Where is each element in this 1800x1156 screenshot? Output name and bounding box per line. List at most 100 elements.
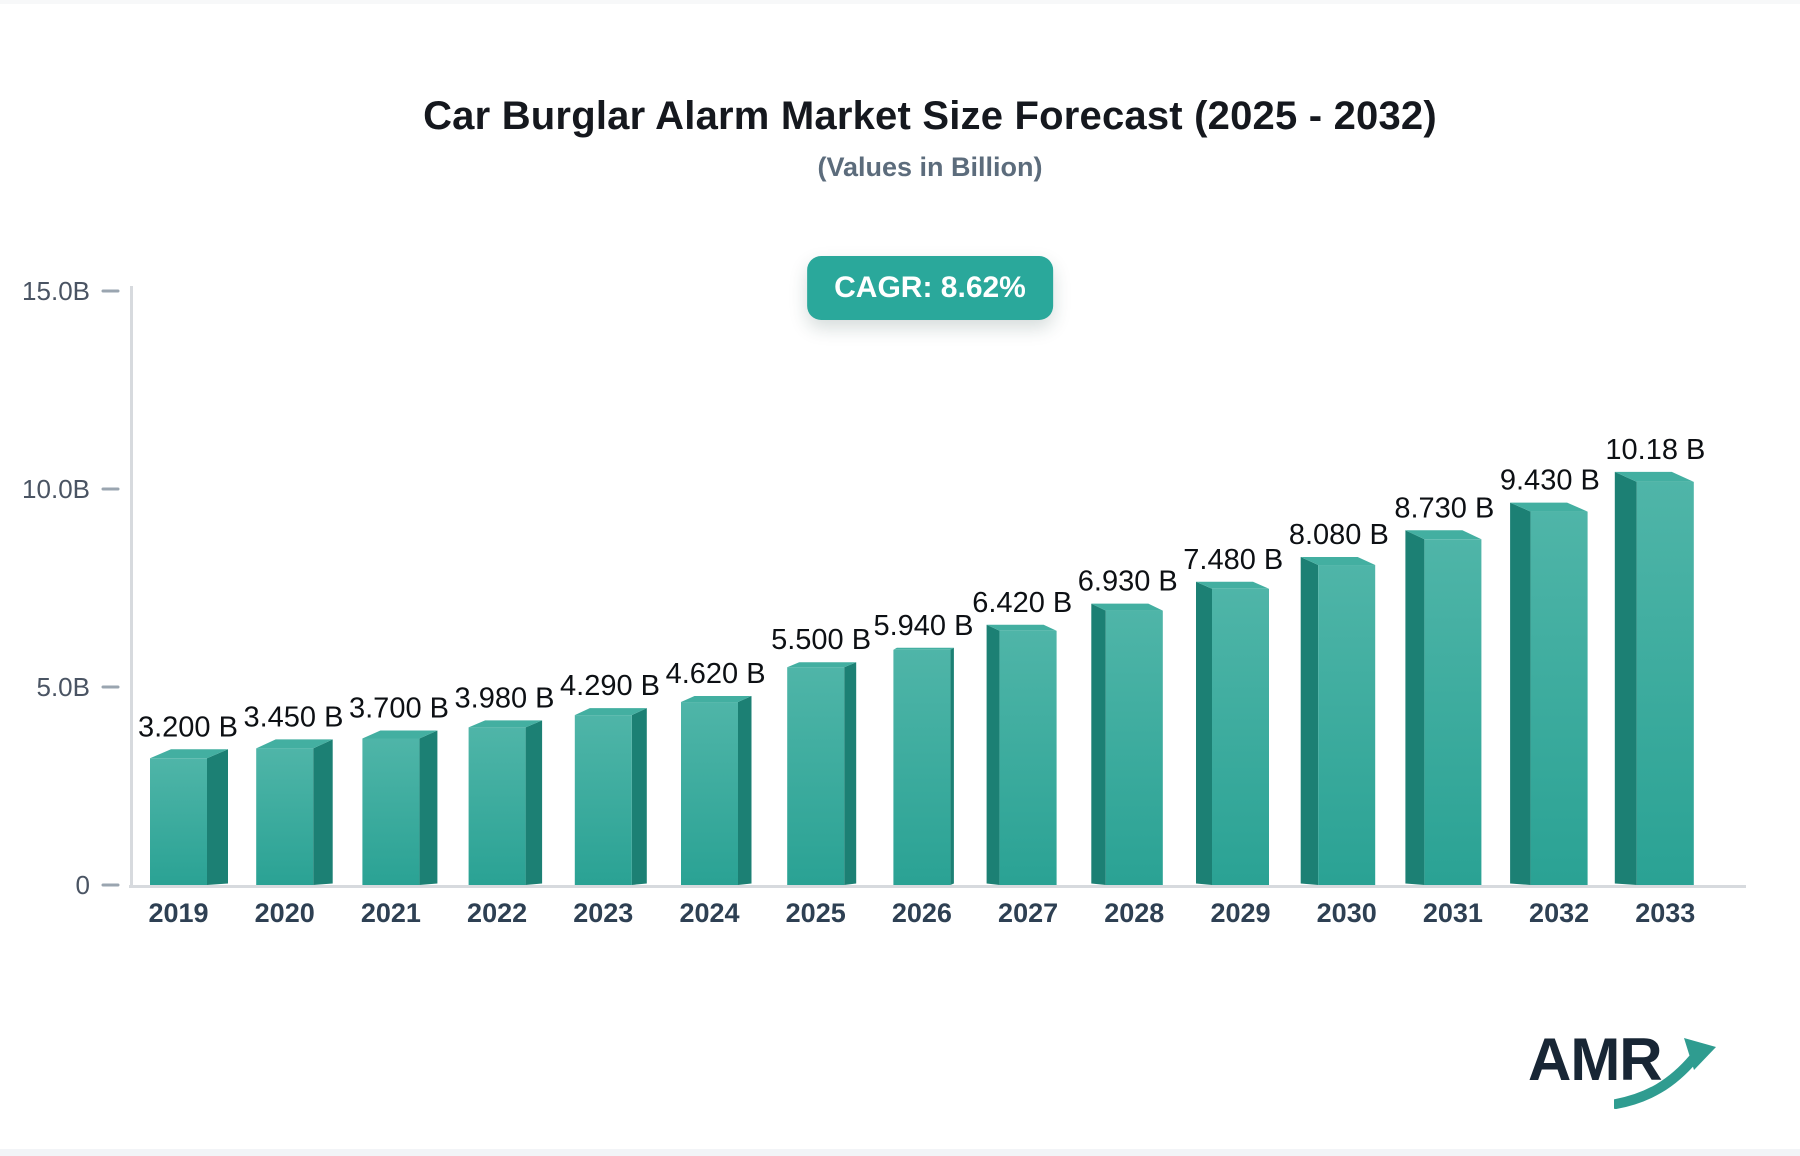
bar-side-face — [1091, 603, 1106, 885]
bar-top-face — [1091, 603, 1163, 611]
x-axis-label: 2031 — [1423, 898, 1483, 928]
bar-side-face — [1405, 530, 1425, 885]
bar-value-label: 3.980 B — [455, 682, 555, 714]
bar-front-face — [1424, 539, 1482, 885]
bar-top-face — [150, 749, 228, 759]
x-axis-label: 2019 — [148, 898, 208, 928]
bar-value-label: 4.620 B — [666, 658, 766, 690]
bar-side-face — [207, 749, 228, 885]
bar-side-face — [525, 720, 543, 885]
bar-top-face — [1300, 557, 1376, 566]
bar-group-2027: 6.420 B 2027 — [972, 587, 1072, 928]
bar-group-2019: 3.200 B 2019 — [138, 711, 238, 928]
y-axis-label: 5.0B — [37, 672, 91, 702]
bar-top-face — [574, 708, 647, 716]
x-axis-label: 2028 — [1104, 898, 1164, 928]
bottom-edge-strip — [0, 1149, 1800, 1156]
bar-top-face — [468, 720, 543, 728]
bar-value-label: 4.290 B — [560, 670, 660, 702]
bar-group-2032: 9.430 B 2032 — [1500, 465, 1600, 928]
bar-front-face — [787, 667, 845, 885]
bar-group-2029: 7.480 B 2029 — [1183, 544, 1283, 928]
bar-group-2024: 4.620 B 2024 — [666, 658, 766, 928]
x-axis-label: 2027 — [998, 898, 1058, 928]
x-axis-label: 2025 — [786, 898, 846, 928]
bar-front-face — [1636, 481, 1694, 885]
bar-group-2021: 3.700 B 2021 — [349, 692, 449, 928]
page-subtitle: (Values in Billion) — [817, 152, 1043, 182]
x-axis-label: 2033 — [1635, 898, 1695, 928]
x-axis-label: 2024 — [679, 898, 739, 928]
top-edge-strip — [0, 0, 1800, 4]
amr-logo-text: AMR — [1528, 1026, 1663, 1093]
bar-side-face — [1196, 581, 1212, 885]
bar-side-face — [1510, 502, 1531, 885]
bar-side-face — [631, 708, 647, 885]
bar-side-face — [1300, 557, 1319, 885]
bar-value-label: 6.420 B — [972, 587, 1072, 619]
x-axis-label: 2030 — [1317, 898, 1377, 928]
bar-value-label: 5.500 B — [771, 624, 871, 656]
growth-arrow-icon — [1614, 1038, 1716, 1109]
bar-top-face — [256, 739, 333, 749]
y-axis-label: 15.0B — [22, 276, 90, 306]
bar-top-face — [893, 647, 954, 650]
bar-group-2031: 8.730 B 2031 — [1394, 492, 1494, 928]
bar-top-face — [1405, 530, 1482, 540]
x-axis-label: 2023 — [573, 898, 633, 928]
bar-side-face — [313, 739, 333, 885]
bar-side-face — [986, 624, 1000, 885]
bar-group-2033: 10.18 B 2033 — [1605, 434, 1705, 928]
cagr-badge: CAGR: 8.62% — [807, 256, 1053, 320]
x-axis-label: 2022 — [467, 898, 527, 928]
bar-value-label: 8.730 B — [1394, 492, 1494, 524]
bar-top-face — [986, 624, 1057, 631]
bar-group-2025: 5.500 B 2025 — [771, 624, 871, 928]
x-axis-label: 2029 — [1210, 898, 1270, 928]
x-axis-label: 2032 — [1529, 898, 1589, 928]
bar-value-label: 3.450 B — [243, 701, 343, 733]
bar-front-face — [893, 649, 951, 885]
bar-front-face — [1318, 565, 1376, 885]
bar-top-face — [1510, 502, 1588, 512]
bar-group-2028: 6.930 B 2028 — [1078, 566, 1178, 928]
bar-front-face — [1105, 610, 1163, 885]
bar-side-face — [844, 662, 857, 885]
bar-top-face — [1614, 471, 1694, 482]
bar-value-label: 3.700 B — [349, 692, 449, 724]
bar-value-label: 7.480 B — [1183, 544, 1283, 576]
bar-value-label: 8.080 B — [1289, 519, 1389, 551]
bar-value-label: 3.200 B — [138, 711, 238, 743]
bar-front-face — [1530, 511, 1588, 885]
bar-front-face — [362, 738, 420, 885]
x-axis-label: 2021 — [361, 898, 421, 928]
bar-front-face — [999, 630, 1057, 885]
bar-side-face — [738, 696, 752, 885]
bar-group-2030: 8.080 B 2030 — [1289, 519, 1389, 928]
bar-side-face — [950, 647, 954, 885]
bar-value-label: 10.18 B — [1605, 434, 1705, 466]
bar-group-2026: 5.940 B 2026 — [873, 610, 973, 928]
bar-top-face — [681, 696, 752, 703]
bar-value-label: 9.430 B — [1500, 465, 1600, 497]
x-axis-label: 2020 — [255, 898, 315, 928]
bar-group-2022: 3.980 B 2022 — [455, 682, 555, 928]
bar-front-face — [574, 715, 632, 885]
bar-front-face — [1212, 588, 1269, 885]
bar-top-face — [362, 730, 438, 739]
bar-side-face — [1614, 471, 1637, 885]
y-axis-label: 0 — [76, 870, 90, 900]
bar-group-2023: 4.290 B 2023 — [560, 670, 660, 928]
bar-front-face — [256, 748, 314, 885]
y-axis-label: 10.0B — [22, 474, 90, 504]
bar-group-2020: 3.450 B 2020 — [243, 701, 343, 928]
bar-front-face — [150, 758, 207, 885]
bar-front-face — [468, 727, 526, 885]
bar-front-face — [681, 702, 738, 885]
page-title: Car Burglar Alarm Market Size Forecast (… — [423, 94, 1437, 138]
bar-side-face — [419, 730, 438, 885]
x-axis-label: 2026 — [892, 898, 952, 928]
amr-logo: AMR — [1528, 1030, 1718, 1116]
